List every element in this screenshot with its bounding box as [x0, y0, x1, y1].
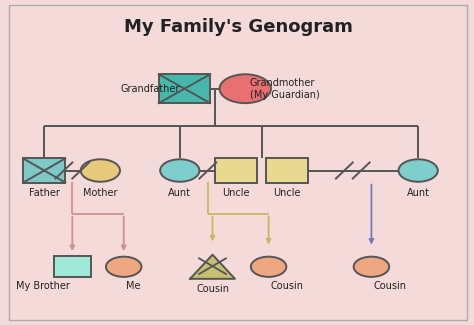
Bar — [159, 74, 210, 103]
Text: Uncle: Uncle — [222, 188, 250, 198]
Text: Aunt: Aunt — [168, 188, 191, 198]
Bar — [54, 256, 91, 277]
Text: Cousin: Cousin — [374, 281, 407, 291]
Text: Grandfather: Grandfather — [120, 84, 180, 94]
Bar — [266, 159, 308, 183]
Ellipse shape — [81, 159, 120, 182]
Text: Cousin: Cousin — [271, 281, 304, 291]
Text: Cousin: Cousin — [196, 284, 229, 294]
Text: Uncle: Uncle — [273, 188, 301, 198]
Text: My Family's Genogram: My Family's Genogram — [124, 18, 353, 36]
Ellipse shape — [399, 159, 438, 182]
Ellipse shape — [219, 74, 271, 103]
Text: Aunt: Aunt — [407, 188, 429, 198]
Bar — [215, 159, 257, 183]
Ellipse shape — [251, 257, 286, 277]
Ellipse shape — [106, 257, 141, 277]
Text: Mother: Mother — [83, 188, 118, 198]
Text: My Brother: My Brother — [16, 281, 70, 291]
Text: Father: Father — [29, 188, 60, 198]
Text: Grandmother
(My Guardian): Grandmother (My Guardian) — [250, 78, 319, 99]
Ellipse shape — [354, 257, 389, 277]
Bar — [23, 159, 65, 183]
Ellipse shape — [160, 159, 200, 182]
Text: Me: Me — [126, 281, 141, 291]
Polygon shape — [190, 255, 235, 279]
